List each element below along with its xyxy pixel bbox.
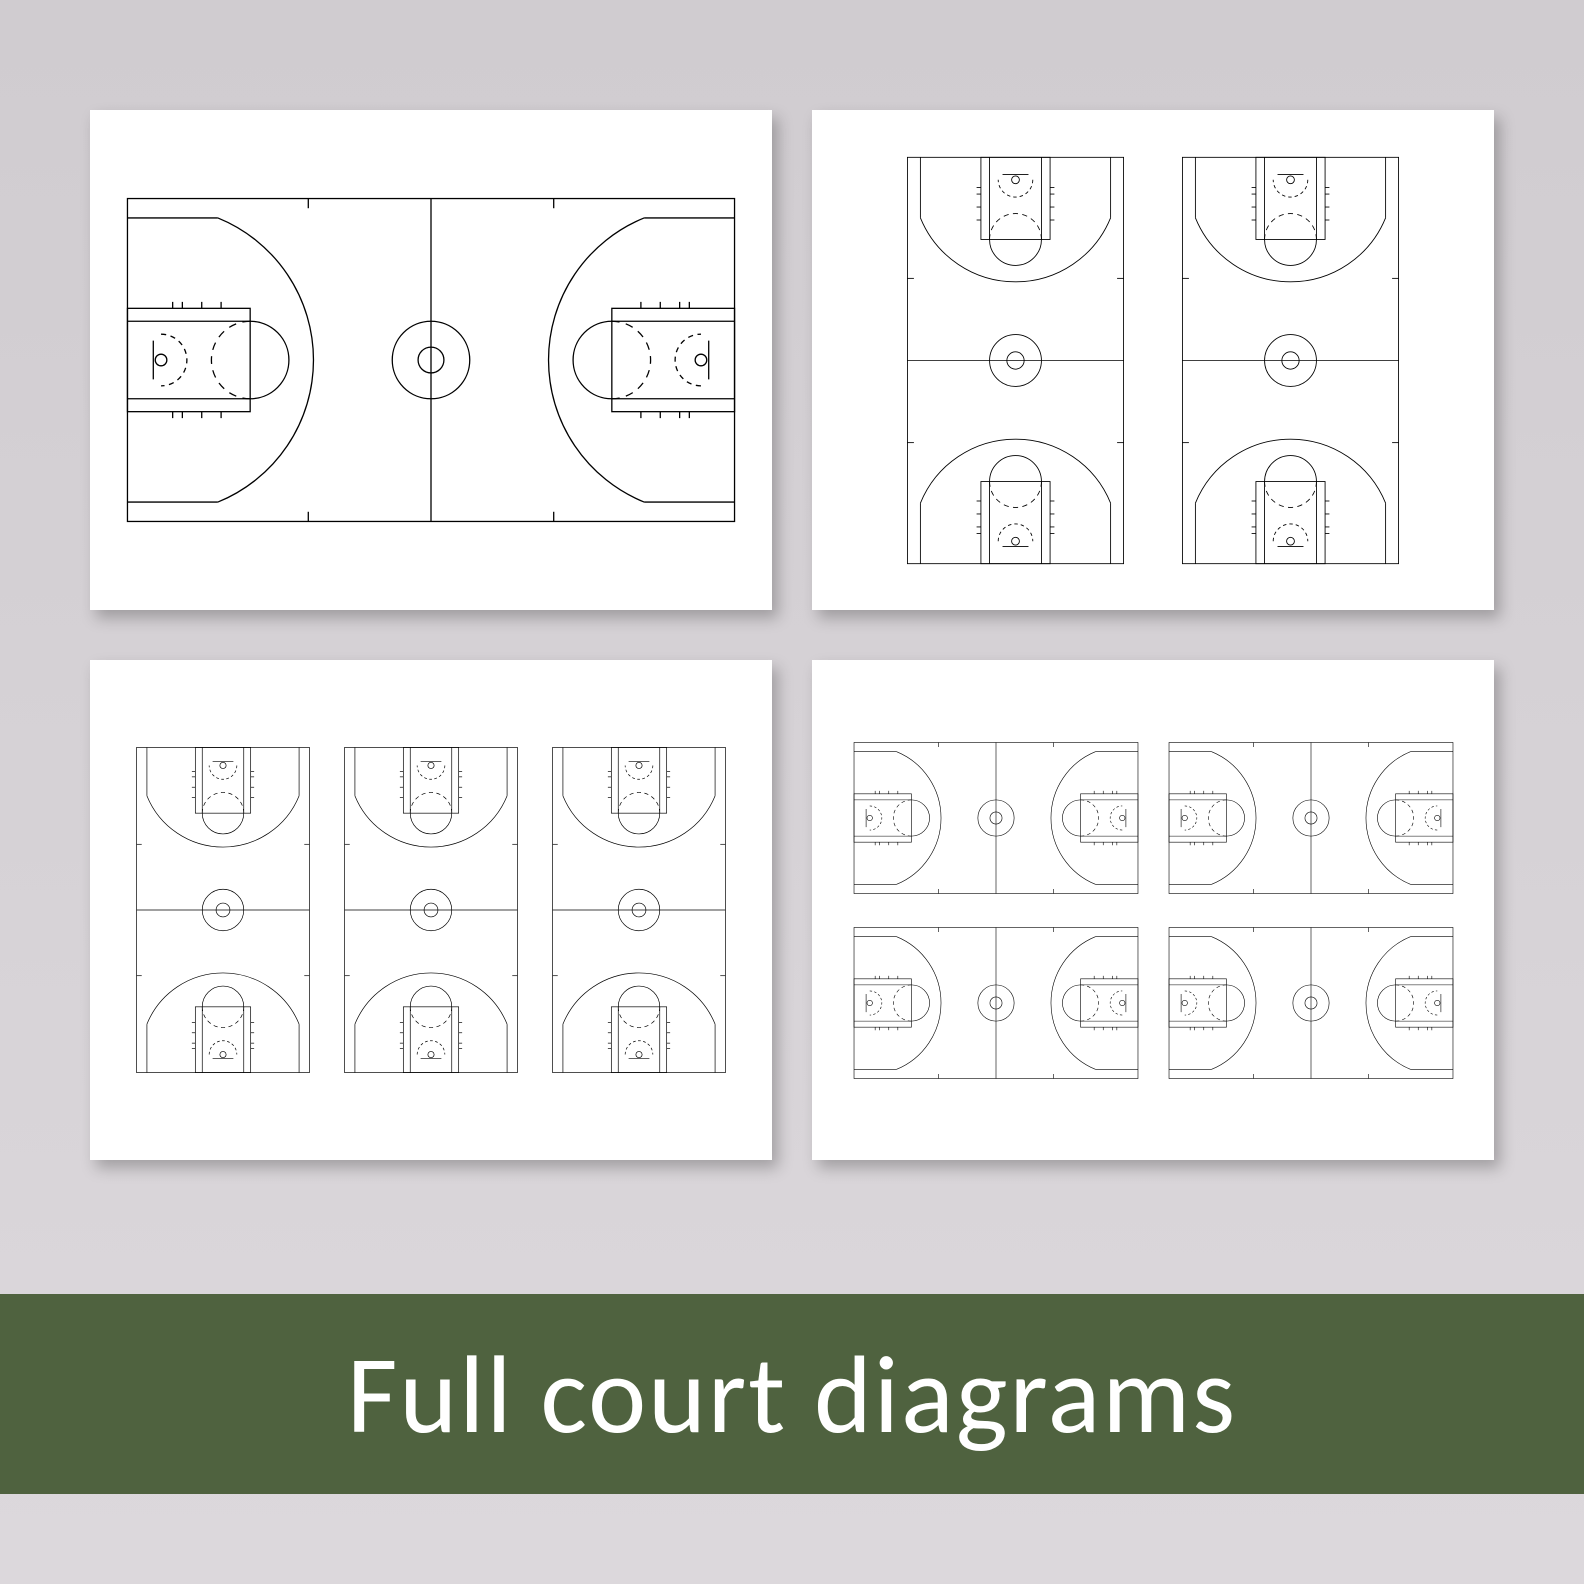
diagram-grid xyxy=(90,110,1494,1160)
card-single-court xyxy=(90,110,772,610)
court-diagram-h4a xyxy=(851,738,1141,898)
court-diagram-v1 xyxy=(903,153,1128,568)
card-four-courts xyxy=(812,660,1494,1160)
court-diagram-v3a xyxy=(133,744,313,1076)
court-diagram-h4b xyxy=(1166,738,1456,898)
court-diagram-h4d xyxy=(1166,923,1456,1083)
card-three-courts xyxy=(90,660,772,1160)
court-diagram-single xyxy=(121,190,741,530)
card-two-courts xyxy=(812,110,1494,610)
court-diagram-v3c xyxy=(549,744,729,1076)
court-diagram-h4c xyxy=(851,923,1141,1083)
court-diagram-v3b xyxy=(341,744,521,1076)
court-diagram-v2 xyxy=(1178,153,1403,568)
title-text: Full court diagrams xyxy=(347,1327,1237,1462)
title-banner: Full court diagrams xyxy=(0,1294,1584,1494)
